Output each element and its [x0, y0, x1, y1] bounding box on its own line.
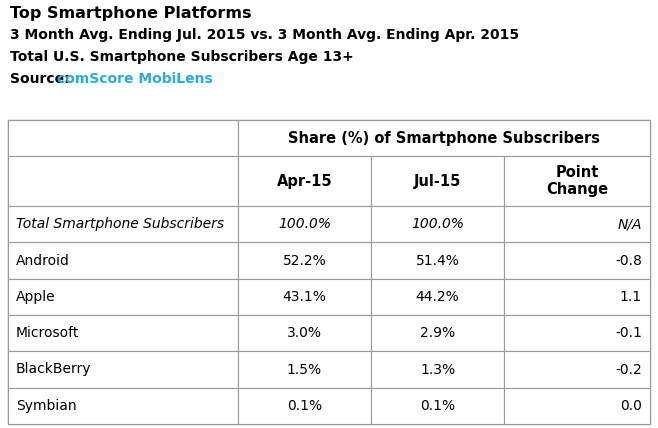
Text: Total U.S. Smartphone Subscribers Age 13+: Total U.S. Smartphone Subscribers Age 13…: [10, 50, 354, 64]
Text: 100.0%: 100.0%: [278, 217, 331, 231]
Text: -0.1: -0.1: [615, 326, 642, 340]
Text: 51.4%: 51.4%: [416, 253, 459, 268]
Text: Share (%) of Smartphone Subscribers: Share (%) of Smartphone Subscribers: [288, 131, 600, 146]
Bar: [504, 388, 650, 424]
Bar: [8, 315, 238, 351]
Bar: [371, 206, 504, 242]
Text: Apple: Apple: [16, 290, 56, 304]
Bar: [8, 156, 238, 206]
Text: 0.0: 0.0: [620, 399, 642, 413]
Text: 0.1%: 0.1%: [420, 399, 455, 413]
Bar: [238, 120, 650, 156]
Bar: [238, 156, 371, 206]
Text: Source:: Source:: [10, 72, 74, 86]
Bar: [504, 206, 650, 242]
Text: Top Smartphone Platforms: Top Smartphone Platforms: [10, 6, 251, 21]
Text: Total Smartphone Subscribers: Total Smartphone Subscribers: [16, 217, 224, 231]
Bar: [8, 120, 238, 156]
Text: Jul-15: Jul-15: [414, 173, 461, 188]
Bar: [238, 242, 371, 279]
Bar: [371, 351, 504, 388]
Bar: [504, 242, 650, 279]
Text: 2.9%: 2.9%: [420, 326, 455, 340]
Bar: [8, 279, 238, 315]
Bar: [8, 351, 238, 388]
Text: Android: Android: [16, 253, 70, 268]
Text: 3 Month Avg. Ending Jul. 2015 vs. 3 Month Avg. Ending Apr. 2015: 3 Month Avg. Ending Jul. 2015 vs. 3 Mont…: [10, 28, 519, 42]
Text: 100.0%: 100.0%: [411, 217, 464, 231]
Text: Symbian: Symbian: [16, 399, 76, 413]
Bar: [371, 242, 504, 279]
Bar: [238, 315, 371, 351]
Text: 1.1: 1.1: [620, 290, 642, 304]
Bar: [504, 315, 650, 351]
Bar: [8, 120, 650, 424]
Bar: [8, 242, 238, 279]
Text: 0.1%: 0.1%: [287, 399, 322, 413]
Text: 1.3%: 1.3%: [420, 363, 455, 377]
Bar: [504, 279, 650, 315]
Bar: [8, 388, 238, 424]
Bar: [8, 206, 238, 242]
Text: 1.5%: 1.5%: [287, 363, 322, 377]
Bar: [371, 279, 504, 315]
Bar: [238, 206, 371, 242]
Text: -0.8: -0.8: [615, 253, 642, 268]
Text: comScore MobiLens: comScore MobiLens: [57, 72, 213, 86]
Bar: [371, 388, 504, 424]
Bar: [238, 351, 371, 388]
Bar: [504, 156, 650, 206]
Text: N/A: N/A: [617, 217, 642, 231]
Text: Apr-15: Apr-15: [276, 173, 332, 188]
Text: -0.2: -0.2: [615, 363, 642, 377]
Bar: [504, 351, 650, 388]
Text: 52.2%: 52.2%: [283, 253, 326, 268]
Text: 44.2%: 44.2%: [416, 290, 459, 304]
Bar: [238, 279, 371, 315]
Text: 43.1%: 43.1%: [282, 290, 326, 304]
Text: 3.0%: 3.0%: [287, 326, 322, 340]
Text: BlackBerry: BlackBerry: [16, 363, 91, 377]
Bar: [238, 388, 371, 424]
Bar: [371, 315, 504, 351]
Bar: [371, 156, 504, 206]
Text: Point
Change: Point Change: [546, 165, 608, 197]
Text: Microsoft: Microsoft: [16, 326, 80, 340]
